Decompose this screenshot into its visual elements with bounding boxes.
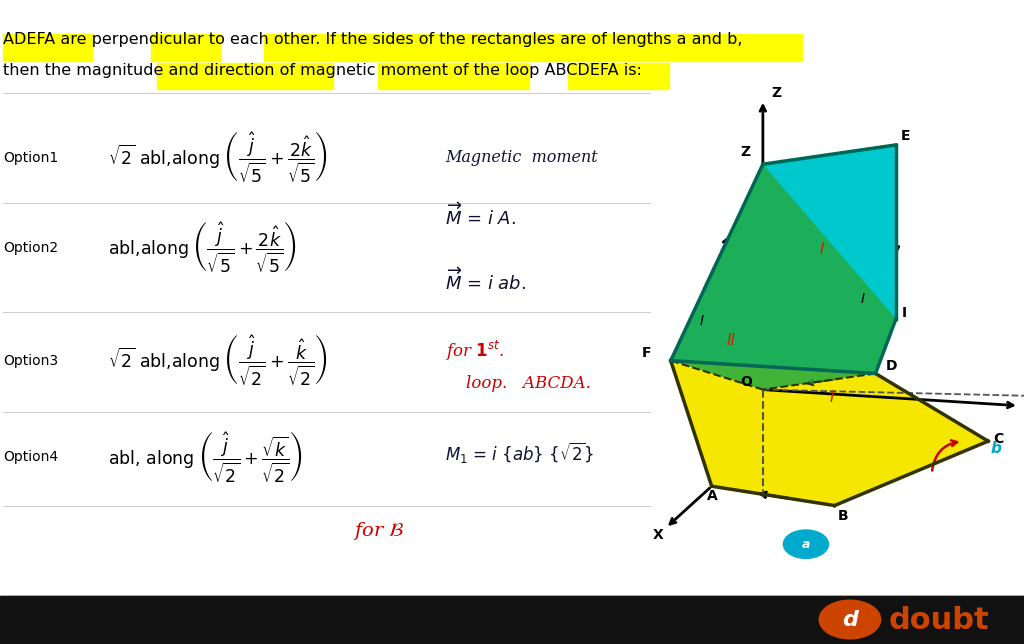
Text: doubt: doubt [889, 605, 989, 635]
Circle shape [819, 600, 881, 639]
Text: C: C [993, 432, 1004, 446]
Text: X: X [652, 528, 663, 542]
Text: F: F [642, 346, 651, 361]
Bar [0, 596, 1024, 644]
Text: abl, along $\left(\dfrac{\hat{j}}{\sqrt{2}}+\dfrac{\sqrt{k}}{\sqrt{2}}\right)$: abl, along $\left(\dfrac{\hat{j}}{\sqrt{… [108, 430, 302, 485]
Text: A: A [707, 489, 717, 504]
Polygon shape [671, 145, 896, 374]
Text: a: a [802, 538, 810, 551]
Polygon shape [671, 361, 988, 506]
Text: I: I [819, 242, 823, 258]
Text: then the magnitude and direction of magnetic moment of the loop ABCDEFA is:: then the magnitude and direction of magn… [3, 63, 642, 78]
Text: I: I [902, 306, 907, 320]
Text: D: D [886, 359, 897, 374]
Text: Z: Z [771, 86, 781, 100]
Text: d: d [842, 610, 858, 630]
Text: $\overrightarrow{M}$ = $i$ $A.$: $\overrightarrow{M}$ = $i$ $A.$ [445, 202, 516, 229]
Text: ADEFA are perpendicular to each other. If the sides of the rectangles are of len: ADEFA are perpendicular to each other. I… [3, 32, 742, 47]
FancyBboxPatch shape [568, 63, 669, 89]
Text: II: II [727, 332, 736, 348]
Text: I: I [829, 390, 834, 406]
Text: Option3: Option3 [3, 354, 58, 368]
FancyBboxPatch shape [3, 34, 92, 61]
FancyBboxPatch shape [264, 34, 802, 61]
Text: Option4: Option4 [3, 450, 58, 464]
Text: for $\mathbf{1}^{st}$.: for $\mathbf{1}^{st}$. [445, 339, 505, 363]
Text: B: B [838, 509, 848, 523]
FancyBboxPatch shape [157, 63, 333, 89]
Text: $\sqrt{2}$ abl,along $\left(\dfrac{\hat{j}}{\sqrt{5}}+\dfrac{2\hat{k}}{\sqrt{5}}: $\sqrt{2}$ abl,along $\left(\dfrac{\hat{… [108, 130, 328, 185]
Text: abl,along $\left(\dfrac{\hat{j}}{\sqrt{5}}+\dfrac{2\hat{k}}{\sqrt{5}}\right)$: abl,along $\left(\dfrac{\hat{j}}{\sqrt{5… [108, 220, 296, 276]
Text: Z: Z [740, 146, 751, 160]
Text: I: I [860, 292, 864, 306]
FancyBboxPatch shape [151, 34, 220, 61]
Text: loop.   ABCDA.: loop. ABCDA. [466, 375, 591, 392]
Bar [0, 596, 1024, 644]
Text: I: I [699, 314, 703, 328]
Text: Option1: Option1 [3, 151, 58, 165]
Polygon shape [671, 164, 896, 390]
Text: for $\mathcal{B}$: for $\mathcal{B}$ [353, 520, 404, 542]
Text: $M_1$ = $i$ $\{ab\}$ $\{\sqrt{2}\}$: $M_1$ = $i$ $\{ab\}$ $\{\sqrt{2}\}$ [445, 440, 595, 464]
Text: b: b [990, 440, 1001, 456]
Text: Magnetic  moment: Magnetic moment [445, 149, 598, 166]
FancyBboxPatch shape [378, 63, 529, 89]
Text: E: E [901, 129, 910, 143]
Text: O: O [740, 375, 753, 390]
Text: $\sqrt{2}$ abl,along $\left(\dfrac{\hat{j}}{\sqrt{2}}+\dfrac{\hat{k}}{\sqrt{2}}\: $\sqrt{2}$ abl,along $\left(\dfrac{\hat{… [108, 333, 328, 388]
Circle shape [783, 530, 828, 558]
Text: $\overrightarrow{M}$ = $i$ $ab.$: $\overrightarrow{M}$ = $i$ $ab.$ [445, 267, 526, 294]
Text: Option2: Option2 [3, 241, 58, 255]
